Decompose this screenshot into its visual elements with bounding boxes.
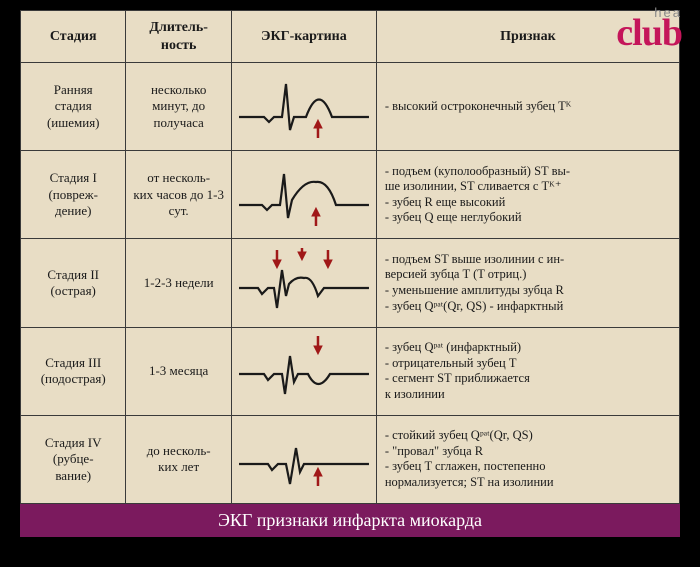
signs-cell: - подъем (куполообразный) ST вы- ше изол… bbox=[376, 151, 679, 239]
duration-cell: несколько минут, до получаса bbox=[126, 63, 231, 151]
stage-main: Стадия III bbox=[27, 355, 119, 371]
table-header-row: Стадия Длитель- ность ЭКГ-картина Призна… bbox=[21, 11, 680, 63]
duration-cell: 1-2-3 недели bbox=[126, 239, 231, 327]
signs-cell: - зубец Qᵖᵃᵗ (инфарктный)- отрицательный… bbox=[376, 327, 679, 415]
watermark-logo: hea club bbox=[616, 8, 682, 49]
stage-main: Стадия II bbox=[27, 267, 119, 283]
header-ecg: ЭКГ-картина bbox=[231, 11, 376, 63]
sign-line: версией зубца T (T отриц.) bbox=[385, 267, 671, 283]
header-duration: Длитель- ность bbox=[126, 11, 231, 63]
sign-line: - зубец Qᵖᵃᵗ (инфарктный) bbox=[385, 340, 671, 356]
stage-main: Стадия IV bbox=[27, 435, 119, 451]
stage-sub: (ишемия) bbox=[27, 115, 119, 131]
sign-line: - подъем (куполообразный) ST вы- bbox=[385, 164, 671, 180]
stage-cell: Ранняястадия(ишемия) bbox=[21, 63, 126, 151]
sign-line: - отрицательный зубец T bbox=[385, 356, 671, 372]
sign-line: - зубец T сглажен, постепенно bbox=[385, 459, 671, 475]
table-row: Стадия I(повреж-дение)от несколь-ких час… bbox=[21, 151, 680, 239]
table-row: Ранняястадия(ишемия)несколько минут, до … bbox=[21, 63, 680, 151]
table-row: Стадия IV(рубце-вание)до несколь-ких лет… bbox=[21, 415, 680, 503]
stage-sub: (рубце-вание) bbox=[27, 451, 119, 484]
ecg-waveform-cell bbox=[231, 63, 376, 151]
stage-line2: стадия bbox=[27, 98, 119, 114]
stage-main: Ранняя bbox=[27, 82, 119, 98]
signs-cell: - высокий остроконечный зубец Tᴷ bbox=[376, 63, 679, 151]
stage-sub: (повреж-дение) bbox=[27, 187, 119, 220]
sign-line: - зубец Qᵖᵃᵗ(Qr, QS) - инфарктный bbox=[385, 299, 671, 315]
duration-cell: до несколь-ких лет bbox=[126, 415, 231, 503]
stage-cell: Стадия III(подострая) bbox=[21, 327, 126, 415]
ecg-waveform-cell bbox=[231, 327, 376, 415]
sign-line: - зубец R еще высокий bbox=[385, 195, 671, 211]
sign-line: - сегмент ST приближается bbox=[385, 371, 671, 387]
duration-cell: 1-3 месяца bbox=[126, 327, 231, 415]
logo-main-text: club bbox=[616, 12, 682, 54]
stage-sub: (подострая) bbox=[27, 371, 119, 387]
duration-cell: от несколь-ких часов до 1-3 сут. bbox=[126, 151, 231, 239]
ecg-stages-table: Стадия Длитель- ность ЭКГ-картина Призна… bbox=[20, 10, 680, 504]
sign-line: ше изолинии, ST сливается с Tᴷ⁺ bbox=[385, 179, 671, 195]
stage-cell: Стадия II(острая) bbox=[21, 239, 126, 327]
ecg-waveform-cell bbox=[231, 239, 376, 327]
stage-main: Стадия I bbox=[27, 170, 119, 186]
table-row: Стадия II(острая)1-2-3 недели - подъем S… bbox=[21, 239, 680, 327]
header-stage: Стадия bbox=[21, 11, 126, 63]
signs-cell: - подъем ST выше изолинии с ин- версией … bbox=[376, 239, 679, 327]
stage-cell: Стадия IV(рубце-вание) bbox=[21, 415, 126, 503]
sign-line: - подъем ST выше изолинии с ин- bbox=[385, 252, 671, 268]
signs-cell: - стойкий зубец Qᵖᵃᵗ(Qr, QS)- "провал" з… bbox=[376, 415, 679, 503]
ecg-waveform-cell bbox=[231, 151, 376, 239]
table-body: Ранняястадия(ишемия)несколько минут, до … bbox=[21, 63, 680, 504]
sign-line: нормализуется; ST на изолинии bbox=[385, 475, 671, 491]
document-page: Стадия Длитель- ность ЭКГ-картина Призна… bbox=[20, 10, 680, 537]
sign-line: - высокий остроконечный зубец Tᴷ bbox=[385, 99, 671, 115]
footer-caption: ЭКГ признаки инфаркта миокарда bbox=[20, 504, 680, 537]
stage-cell: Стадия I(повреж-дение) bbox=[21, 151, 126, 239]
sign-line: - стойкий зубец Qᵖᵃᵗ(Qr, QS) bbox=[385, 428, 671, 444]
sign-line: - зубец Q еще неглубокий bbox=[385, 210, 671, 226]
ecg-waveform-cell bbox=[231, 415, 376, 503]
sign-line: - "провал" зубца R bbox=[385, 444, 671, 460]
sign-line: к изолинии bbox=[385, 387, 671, 403]
sign-line: - уменьшение амплитуды зубца R bbox=[385, 283, 671, 299]
table-row: Стадия III(подострая)1-3 месяца - зубец … bbox=[21, 327, 680, 415]
stage-sub: (острая) bbox=[27, 283, 119, 299]
